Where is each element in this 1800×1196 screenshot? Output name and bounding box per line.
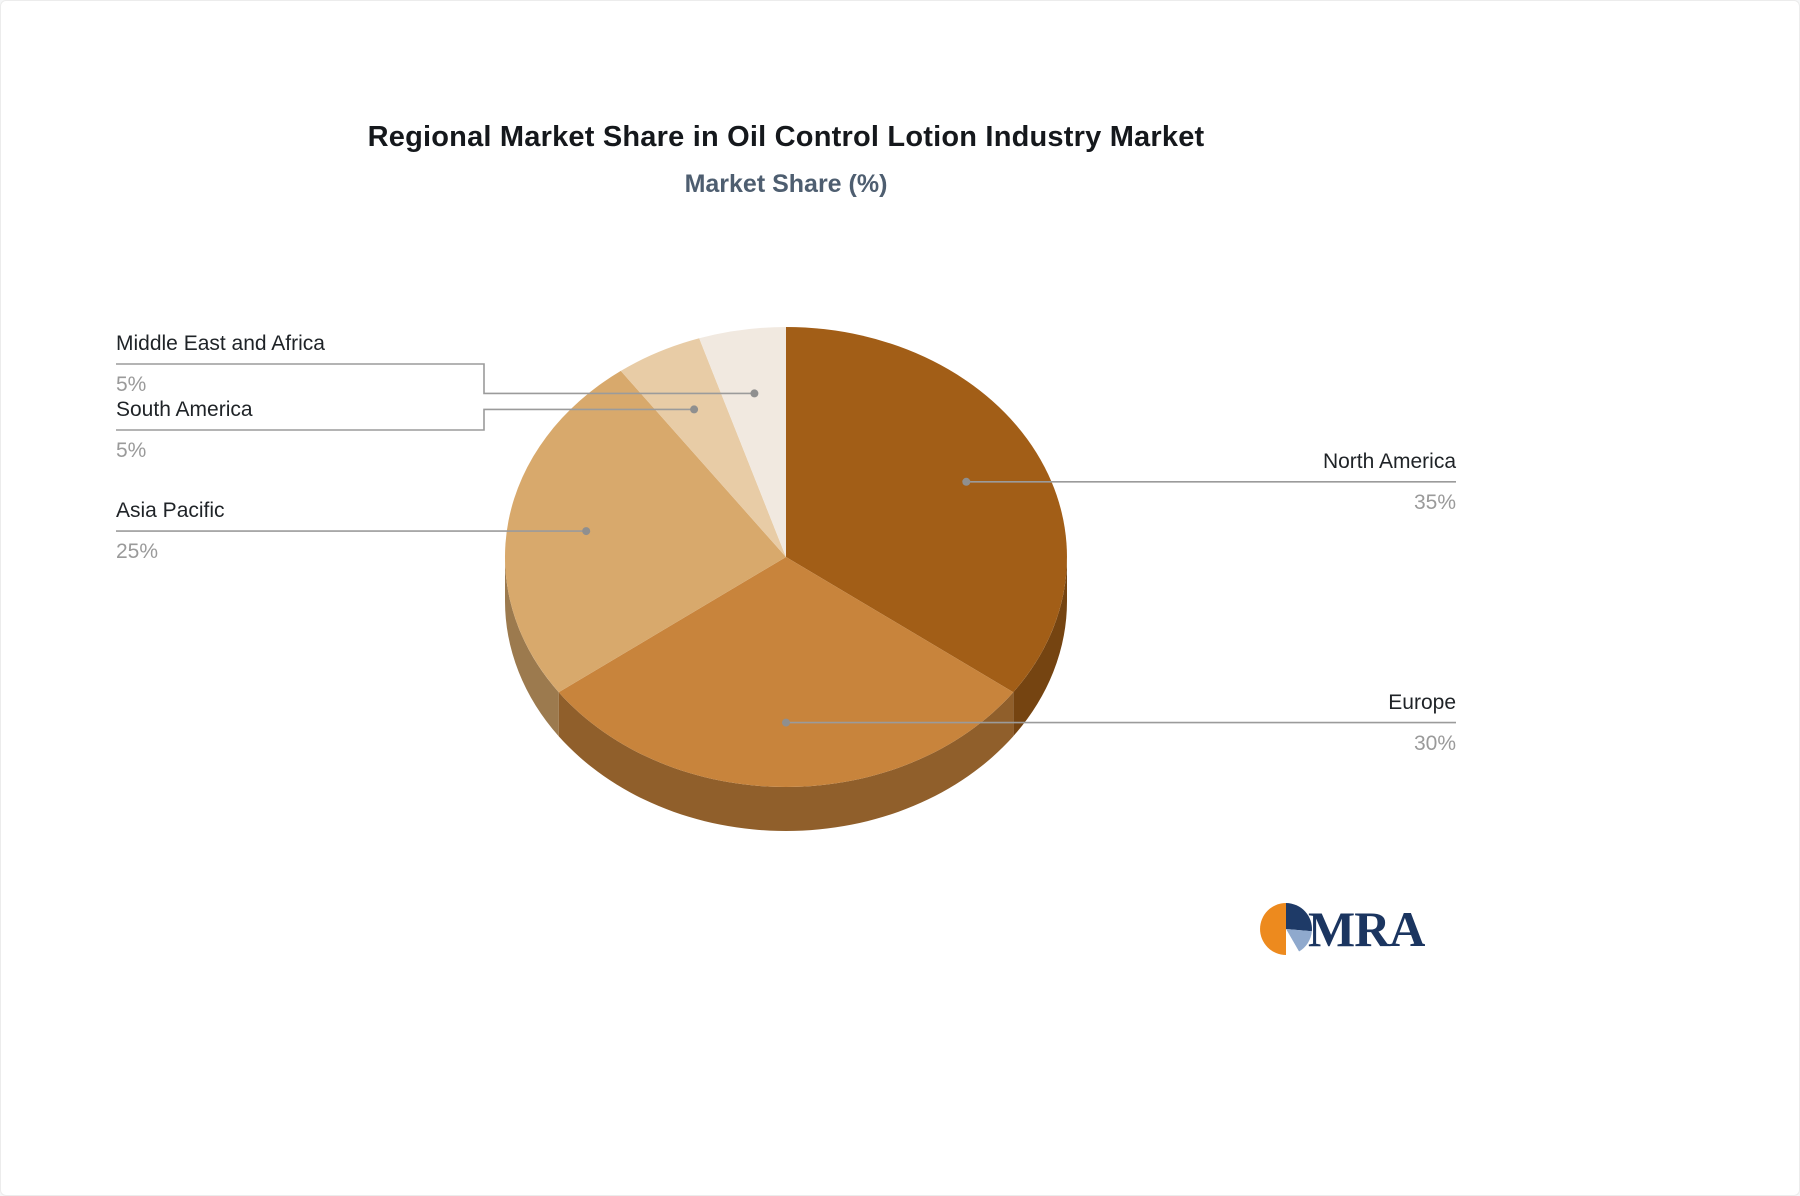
pie-slice-middle-east-and-africa	[699, 327, 786, 557]
brand-logo: MRA	[1259, 901, 1425, 957]
pie-slice-side-europe	[558, 692, 1014, 831]
chart-title: Regional Market Share in Oil Control Lot…	[367, 121, 1205, 153]
brand-logo-icon	[1260, 903, 1312, 955]
brand-logo-text: MRA	[1308, 901, 1425, 957]
leader-dot-south-america	[690, 405, 699, 414]
logo-wedge-lightblue	[1286, 929, 1312, 952]
leader-dot-europe	[782, 718, 790, 727]
logo-wedge-orange	[1260, 903, 1286, 955]
pie-slice-side-asia-pacific	[505, 557, 559, 737]
leader-dot-middle-east-and-africa	[750, 389, 759, 398]
pie-slice-side-north-america	[1013, 557, 1067, 737]
chart-header: Regional Market Share in Oil Control Lot…	[1, 1, 1571, 199]
leader-line-south-america	[116, 408, 695, 431]
leader-dot-asia-pacific	[582, 527, 591, 536]
leader-dot-north-america	[962, 477, 971, 486]
chart-subtitle: Market Share (%)	[684, 170, 888, 198]
pie-slice-asia-pacific	[504, 370, 786, 693]
pie-slice-europe	[558, 557, 1014, 787]
logo-wedge-white	[1286, 929, 1299, 955]
pie-slice-north-america	[786, 327, 1067, 693]
logo-wedge-navy	[1286, 903, 1312, 932]
leader-line-middle-east-and-africa	[116, 363, 755, 395]
